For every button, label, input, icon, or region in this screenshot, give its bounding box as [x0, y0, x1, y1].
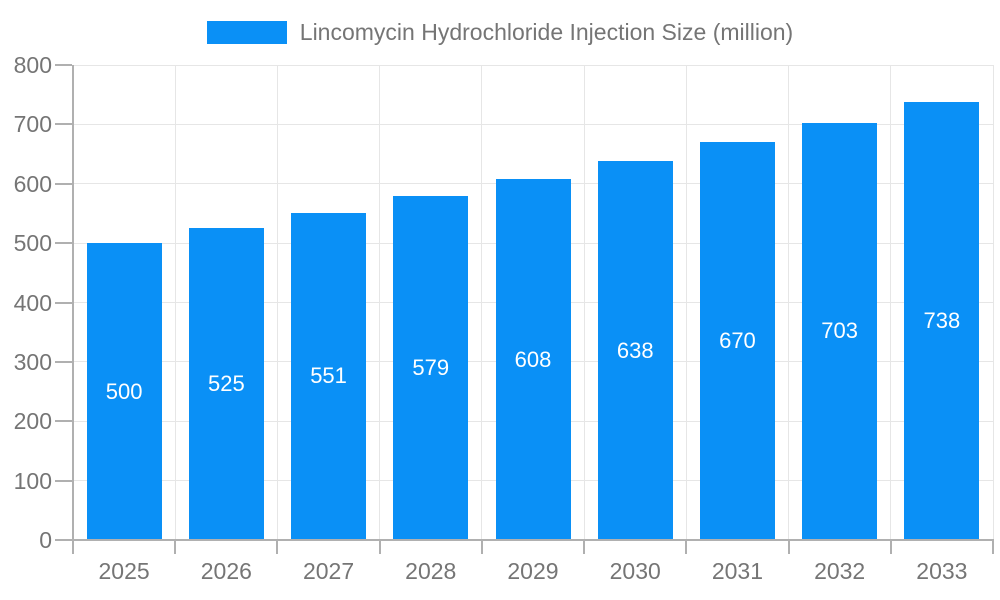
- x-axis-label-2026: 2026: [200, 558, 252, 584]
- x-axis-tick: [378, 541, 381, 554]
- x-axis-label-2030: 2030: [609, 558, 661, 584]
- x-axis-label-2031: 2031: [711, 558, 764, 584]
- x-axis-tick: [72, 541, 74, 554]
- legend-label: Lincomycin Hydrochloride Injection Size …: [299, 19, 794, 45]
- bar-value-label: 500: [105, 378, 143, 404]
- x-gridline: [276, 65, 278, 540]
- x-axis-label-2033: 2033: [916, 558, 968, 584]
- x-axis-label-2032: 2032: [814, 558, 866, 584]
- y-axis-tick: [55, 539, 72, 541]
- bar-value-label: 551: [310, 363, 347, 389]
- y-axis-tick: [55, 479, 72, 482]
- bar-2026[interactable]: [188, 228, 264, 540]
- bar-2027[interactable]: [291, 212, 367, 540]
- x-axis-tick: [685, 541, 688, 554]
- y-axis-label: 800: [13, 52, 52, 78]
- bar-value-label: 579: [412, 355, 450, 381]
- bar-value-label: 703: [821, 318, 859, 344]
- y-axis-label: 0: [39, 527, 52, 553]
- x-gridline: [890, 65, 892, 540]
- bar-value-label: 638: [616, 337, 654, 363]
- y-axis-tick: [55, 360, 72, 363]
- x-gridline: [583, 65, 585, 540]
- x-gridline: [379, 65, 381, 540]
- y-axis-label: 600: [13, 170, 52, 197]
- y-axis-tick: [55, 64, 72, 66]
- x-axis-label-2027: 2027: [302, 558, 355, 584]
- legend-swatch: [206, 21, 287, 44]
- y-axis-label: 300: [13, 348, 52, 375]
- y-axis-tick: [55, 420, 72, 423]
- bar-2031[interactable]: [699, 142, 775, 540]
- x-axis-tick: [992, 541, 994, 554]
- x-axis-tick: [787, 541, 790, 554]
- y-axis-label: 200: [13, 408, 52, 435]
- x-axis-tick: [174, 541, 177, 554]
- x-axis-tick: [889, 541, 892, 554]
- y-axis-label: 700: [13, 111, 52, 138]
- bar-value-label: 608: [514, 346, 552, 372]
- bar-value-label: 670: [719, 328, 756, 354]
- y-axis-label: 100: [13, 467, 52, 494]
- x-gridline: [685, 65, 687, 540]
- y-gridline: [73, 123, 993, 125]
- legend-item[interactable]: Lincomycin Hydrochloride Injection Size …: [0, 19, 1000, 46]
- y-axis-label: 400: [13, 289, 52, 316]
- bar-2025[interactable]: [86, 243, 162, 540]
- bar-2030[interactable]: [597, 161, 673, 540]
- x-axis-label-2028: 2028: [405, 558, 457, 584]
- x-axis-tick: [480, 541, 483, 554]
- bar-value-label: 738: [923, 307, 961, 333]
- x-axis-tick: [583, 541, 586, 554]
- bar-2033[interactable]: [904, 101, 980, 540]
- x-axis-label-2025: 2025: [98, 558, 150, 584]
- x-gridline: [788, 65, 790, 540]
- x-gridline: [481, 65, 483, 540]
- x-gridline: [992, 65, 994, 540]
- y-axis-label: 500: [13, 230, 52, 257]
- y-axis-tick: [55, 242, 72, 245]
- x-gridline: [174, 65, 176, 540]
- bar-2028[interactable]: [393, 196, 469, 540]
- x-axis-tick: [276, 541, 279, 554]
- x-axis-line: [72, 539, 994, 541]
- y-axis-tick: [55, 123, 72, 126]
- bar-2029[interactable]: [495, 179, 571, 540]
- bar-2032[interactable]: [802, 122, 878, 540]
- y-axis-tick: [55, 182, 72, 185]
- y-axis-tick: [55, 301, 72, 304]
- x-axis-label-2029: 2029: [507, 558, 559, 584]
- y-gridline: [73, 64, 993, 66]
- y-axis-line: [72, 65, 74, 542]
- bar-value-label: 525: [207, 371, 245, 397]
